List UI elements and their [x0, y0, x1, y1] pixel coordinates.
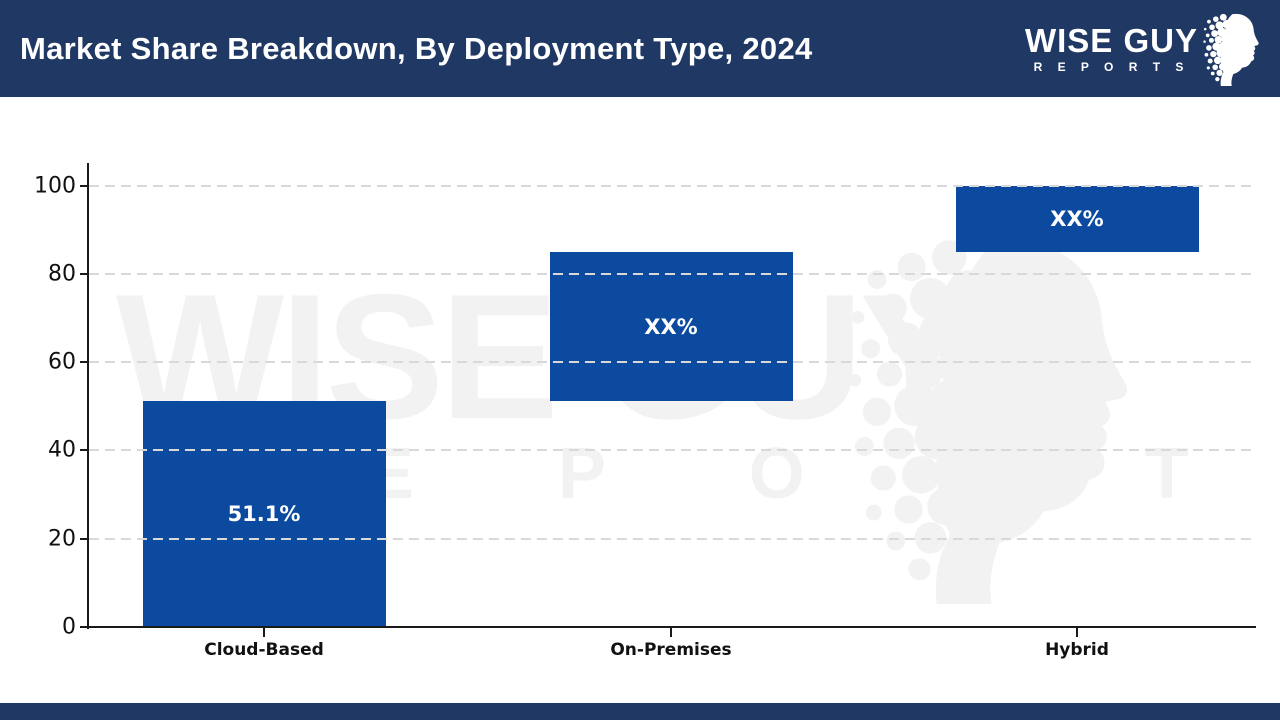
y-tick-label: 0 — [62, 614, 76, 640]
brand-name: WISE GUY — [1024, 22, 1198, 59]
footer-bar — [0, 703, 1280, 720]
brand-wordmark: WISE GUY R E P O R T S — [1025, 24, 1198, 73]
x-tick-label-hybrid: Hybrid — [1045, 640, 1109, 660]
bar-segment-cloud-based — [142, 401, 386, 627]
bar-value-label: XX% — [1050, 206, 1104, 231]
brand-logo: WISE GUY R E P O R T S — [1025, 11, 1266, 86]
bar-segment-on-premises — [549, 251, 793, 402]
gridline — [89, 272, 1254, 275]
y-tick-label: 80 — [48, 261, 76, 287]
x-tick-label-cloud-based: Cloud-Based — [204, 640, 324, 660]
y-tick-label: 20 — [48, 526, 76, 552]
y-tick-label: 40 — [48, 437, 76, 463]
y-tick-label: 60 — [48, 349, 76, 375]
y-tick-mark — [80, 272, 88, 275]
y-tick-mark — [80, 537, 88, 540]
brand-subtitle: R E P O R T S — [1033, 60, 1190, 74]
dotted-head-profile-watermark-icon — [848, 240, 1127, 604]
gridline — [89, 361, 1254, 364]
bar-value-label: XX% — [644, 314, 698, 339]
x-tick-label-on-premises: On-Premises — [610, 640, 732, 660]
y-tick-mark — [80, 184, 88, 187]
bar-value-label: 51.1% — [227, 502, 301, 527]
header-bar: Market Share Breakdown, By Deployment Ty… — [0, 0, 1280, 97]
x-tick-mark — [263, 628, 265, 637]
page-title: Market Share Breakdown, By Deployment Ty… — [20, 30, 813, 66]
bar-chart-plot-area: 51.1% XX% XX% 0 20 40 60 80 100 Cloud-Based On-Pre… — [0, 97, 1280, 703]
y-tick-label: 100 — [34, 173, 76, 198]
gridline — [89, 449, 1254, 452]
bar-segment-hybrid — [955, 185, 1199, 252]
x-tick-mark — [1076, 628, 1078, 637]
gridline — [89, 184, 1254, 187]
y-tick-mark — [80, 626, 88, 628]
gridline — [89, 537, 1254, 540]
x-tick-mark — [670, 628, 672, 637]
x-axis-line — [87, 626, 1256, 628]
y-tick-mark — [80, 361, 88, 364]
y-axis-line — [87, 163, 89, 629]
dotted-head-profile-icon — [1203, 13, 1259, 86]
y-tick-mark — [80, 449, 88, 452]
